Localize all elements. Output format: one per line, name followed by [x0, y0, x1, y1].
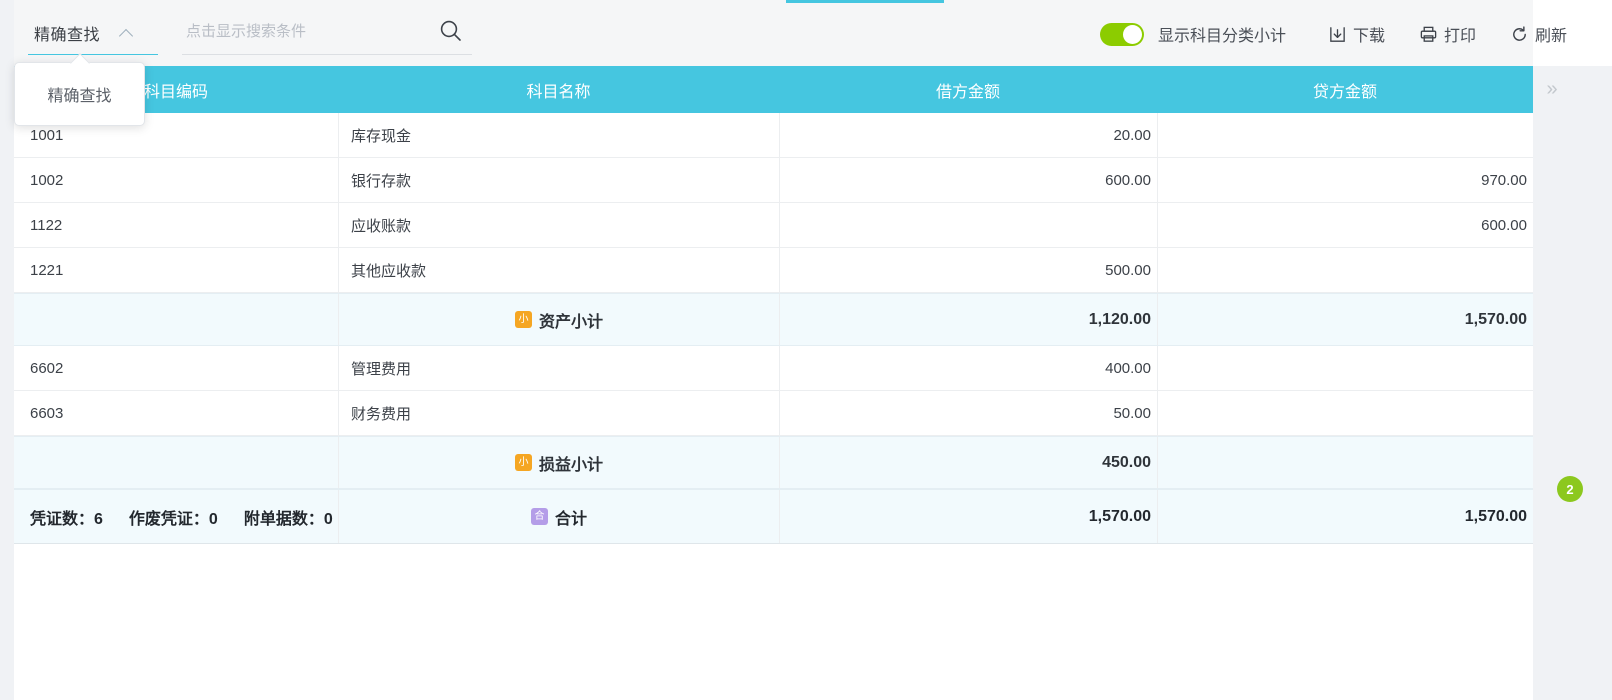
chevron-up-icon	[120, 26, 134, 40]
cell-code: 6603	[30, 404, 64, 422]
print-button[interactable]: 打印	[1419, 22, 1476, 46]
cell-name-text: 应收账款	[351, 217, 412, 235]
table-row[interactable]: 1122 应收账款 600.00	[14, 203, 1533, 248]
download-button[interactable]: 下载	[1328, 22, 1385, 46]
cell-name: 应收账款	[338, 203, 779, 247]
cell-grand-label: 合合计	[338, 490, 779, 543]
cell-grand-debit: 1,570.00	[779, 490, 1157, 543]
cell-debit: 50.00	[779, 391, 1157, 435]
toggle-knob	[1123, 24, 1142, 44]
cell-code: 6602	[30, 359, 64, 377]
cell-debit: 600.00	[779, 158, 1157, 202]
table-row[interactable]: 6603 财务费用 50.00	[14, 391, 1533, 436]
cell-name: 库存现金	[338, 113, 779, 157]
cell-credit	[1157, 346, 1533, 390]
cell-grand-stats: 凭证数：6 作废凭证：0 附单据数：0	[14, 490, 338, 543]
cell-debit: 20.00	[779, 113, 1157, 157]
cell-name-text: 银行存款	[351, 172, 412, 190]
cell-name: 小资产小计	[338, 294, 779, 345]
cell-name: 财务费用	[338, 391, 779, 435]
cell-code: 1122	[30, 216, 63, 234]
grand-total-stat-0: 凭证数：6	[30, 510, 103, 528]
cell-code	[14, 294, 338, 345]
cell-name-text: 其他应收款	[351, 262, 427, 280]
refresh-icon	[1510, 25, 1529, 44]
cell-debit	[779, 203, 1157, 247]
cell-debit: 400.00	[779, 346, 1157, 390]
search-input[interactable]	[182, 22, 426, 44]
cell-name-text: 管理费用	[351, 360, 412, 378]
table-row[interactable]: 1221 其他应收款 500.00	[14, 248, 1533, 293]
notification-badge[interactable]: 2	[1557, 476, 1583, 502]
table-body: 1001 库存现金 20.00 1002 银行存款 600.00 970.00 1122 应收账…	[14, 113, 1533, 544]
cell-name: 其他应收款	[338, 248, 779, 292]
table-grand-total-row: 凭证数：6 作废凭证：0 附单据数：0 合合计 1,570.00 1,570.00	[14, 489, 1533, 544]
cell-credit	[1157, 391, 1533, 435]
cell-credit: 600.00	[1157, 203, 1533, 247]
cell-name-text: 损益小计	[538, 456, 603, 474]
cell-code	[14, 437, 338, 488]
find-mode-popover: 精确查找	[14, 53, 145, 126]
cell-name-text: 库存现金	[351, 127, 412, 145]
download-label: 下载	[1353, 28, 1386, 45]
subtotal-badge-icon: 小	[514, 454, 532, 471]
cell-code: 1221	[30, 261, 64, 279]
table-header-row: 科目编码 科目名称 借方金额 贷方金额	[14, 66, 1533, 113]
cell-grand-credit: 1,570.00	[1157, 490, 1533, 543]
table-subtotal-row[interactable]: 小损益小计 450.00	[14, 436, 1533, 489]
download-icon	[1328, 25, 1347, 44]
refresh-button[interactable]: 刷新	[1510, 22, 1567, 46]
cell-debit: 450.00	[779, 437, 1157, 488]
search-field-wrapper[interactable]	[182, 12, 472, 55]
right-gutter	[1533, 66, 1612, 700]
table-row[interactable]: 1002 银行存款 600.00 970.00	[14, 158, 1533, 203]
cell-credit	[1157, 113, 1533, 157]
popover-item-exact-find[interactable]: 精确查找	[47, 88, 112, 105]
grand-total-badge-icon: 合	[530, 508, 548, 525]
find-mode-label: 精确查找	[34, 27, 101, 44]
search-icon[interactable]	[438, 18, 464, 44]
print-label: 打印	[1444, 28, 1477, 45]
toolbar-accent-bar	[786, 0, 944, 3]
toolbar-actions: 下载 打印 刷新	[1328, 20, 1567, 48]
left-gutter	[0, 0, 14, 700]
cell-name: 银行存款	[338, 158, 779, 202]
table-row[interactable]: 1001 库存现金 20.00	[14, 113, 1533, 158]
refresh-label: 刷新	[1535, 28, 1568, 45]
cell-code: 1002	[30, 171, 64, 189]
find-mode-select[interactable]: 精确查找	[28, 12, 158, 55]
cell-credit	[1157, 248, 1533, 292]
grand-total-stats: 凭证数：6 作废凭证：0 附单据数：0	[30, 505, 333, 529]
cell-name: 管理费用	[338, 346, 779, 390]
cell-credit	[1157, 437, 1533, 488]
subtotal-toggle-label: 显示科目分类小计	[1158, 28, 1287, 45]
cell-name-text: 财务费用	[351, 405, 412, 423]
cell-debit: 1,120.00	[779, 294, 1157, 345]
cell-name-text: 资产小计	[538, 313, 603, 331]
subtotal-toggle-group[interactable]: 显示科目分类小计	[1100, 20, 1286, 48]
table-subtotal-row[interactable]: 小资产小计 1,120.00 1,570.00	[14, 293, 1533, 346]
table-row[interactable]: 6602 管理费用 400.00	[14, 346, 1533, 391]
accounts-table: 科目编码 科目名称 借方金额 贷方金额 1001 库存现金 20.00 1002 银行存…	[14, 66, 1533, 544]
subtotal-toggle[interactable]	[1100, 22, 1144, 46]
print-icon	[1419, 25, 1438, 44]
column-header-code[interactable]: 科目编码	[143, 83, 208, 101]
grand-total-stat-2: 附单据数：0	[243, 510, 333, 528]
top-toolbar: 精确查找 显示科目分类小计	[14, 0, 1567, 66]
chevron-double-right-icon[interactable]: »	[1537, 66, 1567, 113]
subtotal-badge-icon: 小	[514, 311, 532, 328]
cell-code: 1001	[30, 126, 64, 144]
cell-credit: 1,570.00	[1157, 294, 1533, 345]
cell-debit: 500.00	[779, 248, 1157, 292]
cell-name: 小损益小计	[338, 437, 779, 488]
column-header-debit[interactable]: 借方金额	[935, 83, 1000, 101]
grand-total-stat-1: 作废凭证：0	[128, 510, 218, 528]
column-header-name[interactable]: 科目名称	[526, 83, 591, 101]
cell-credit: 970.00	[1157, 158, 1533, 202]
column-header-credit[interactable]: 贷方金额	[1312, 83, 1377, 101]
grand-total-label: 合计	[554, 510, 587, 528]
